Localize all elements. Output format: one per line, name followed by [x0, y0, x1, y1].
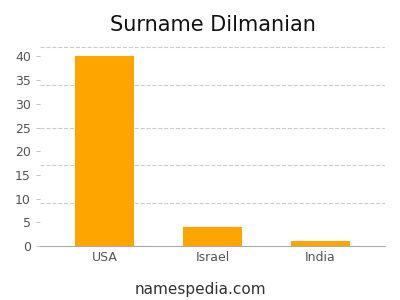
Text: namespedia.com: namespedia.com — [134, 282, 266, 297]
Bar — [183, 227, 242, 246]
Bar — [291, 242, 350, 246]
Title: Surname Dilmanian: Surname Dilmanian — [110, 15, 315, 35]
Bar — [75, 56, 134, 246]
